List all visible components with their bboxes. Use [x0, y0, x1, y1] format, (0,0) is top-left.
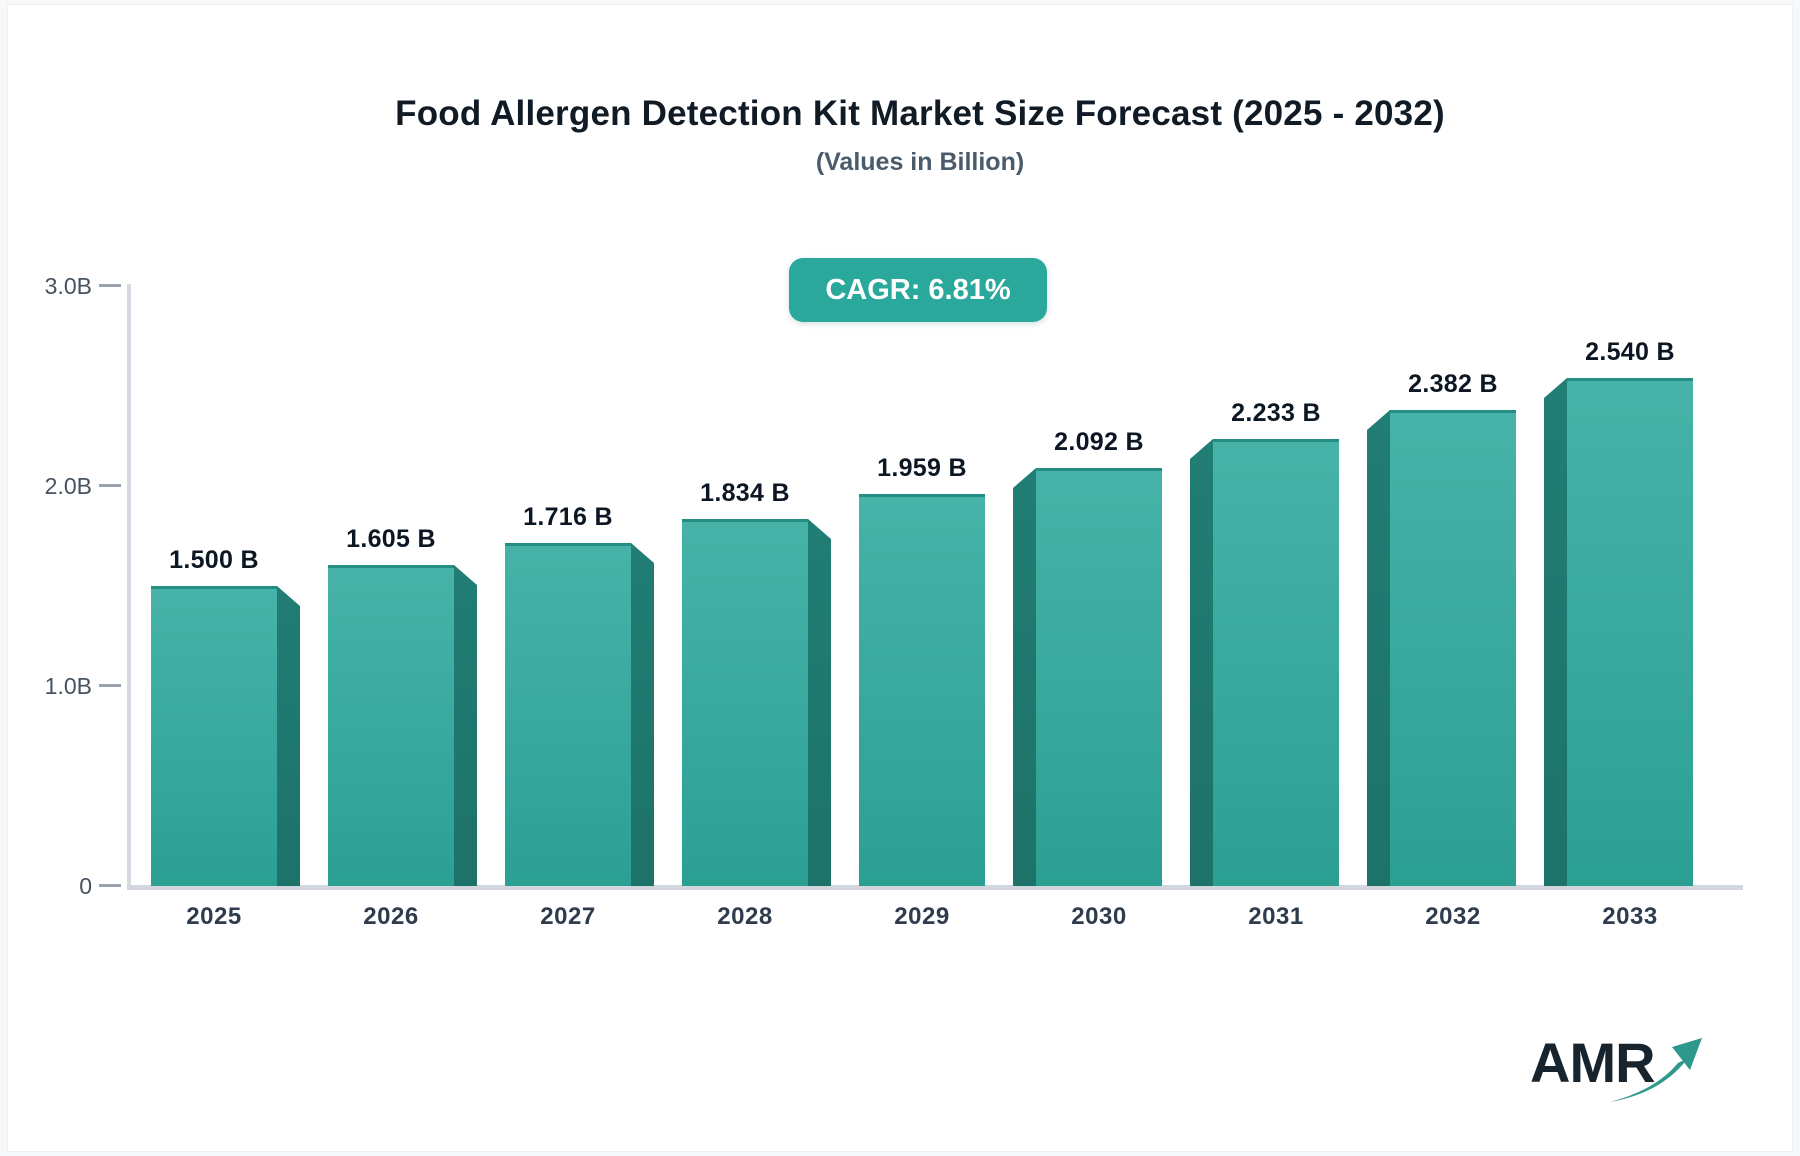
y-axis-tick-label: 0 — [79, 873, 92, 899]
x-axis-label: 2029 — [894, 903, 950, 930]
bar-2031 — [1213, 439, 1339, 886]
bar-side — [1544, 378, 1567, 886]
y-axis-tick-mark — [99, 684, 121, 687]
bar-value-label: 2.382 B — [1408, 370, 1498, 398]
bar-value-label: 2.233 B — [1231, 399, 1321, 427]
y-axis-tick-mark — [99, 484, 121, 487]
bar-2029 — [859, 494, 985, 886]
chart-title: Food Allergen Detection Kit Market Size … — [395, 94, 1445, 133]
bar-side — [808, 519, 831, 886]
bar-2033 — [1567, 378, 1693, 886]
growth-arrow-icon — [1610, 1038, 1702, 1102]
amr-logo-text: AMR — [1530, 1031, 1656, 1094]
bar-2030 — [1036, 468, 1162, 886]
bar-2028 — [682, 519, 808, 886]
bar-2032 — [1390, 410, 1516, 886]
x-axis-label: 2032 — [1425, 903, 1481, 930]
y-axis-tick-label: 1.0B — [44, 673, 92, 699]
x-axis-label: 2028 — [717, 903, 773, 930]
y-axis-tick-mark — [99, 884, 121, 887]
bar-2026 — [328, 565, 454, 886]
chart-subtitle: (Values in Billion) — [815, 148, 1025, 176]
x-axis-label: 2025 — [186, 903, 242, 930]
x-axis-label: 2027 — [540, 903, 596, 930]
y-axis-tick-mark — [99, 284, 121, 287]
bar-side — [454, 565, 477, 886]
cagr-badge: CAGR: 6.81% — [789, 258, 1047, 322]
y-axis-line — [127, 284, 131, 887]
bar-value-label: 1.716 B — [523, 503, 613, 531]
bar-value-label: 1.500 B — [169, 546, 259, 574]
y-axis-tick-label: 3.0B — [44, 273, 92, 299]
bar-value-label: 2.540 B — [1585, 338, 1675, 366]
bar-value-label: 1.605 B — [346, 525, 436, 553]
x-axis-label: 2031 — [1248, 903, 1304, 930]
bar-2025 — [151, 586, 277, 886]
bar-side — [1013, 468, 1036, 886]
x-axis-label: 2026 — [363, 903, 419, 930]
bar-side — [1190, 439, 1213, 886]
bar-value-label: 2.092 B — [1054, 428, 1144, 456]
x-axis-line — [127, 885, 1743, 890]
bar-side — [277, 586, 300, 886]
bar-value-label: 1.959 B — [877, 454, 967, 482]
bar-side — [1367, 410, 1390, 886]
bar-2027 — [505, 543, 631, 886]
bar-value-label: 1.834 B — [700, 479, 790, 507]
x-axis-label: 2030 — [1071, 903, 1127, 930]
amr-logo: AMR — [1530, 1030, 1750, 1120]
bar-side — [631, 543, 654, 886]
x-axis-label: 2033 — [1602, 903, 1658, 930]
y-axis-tick-label: 2.0B — [44, 473, 92, 499]
